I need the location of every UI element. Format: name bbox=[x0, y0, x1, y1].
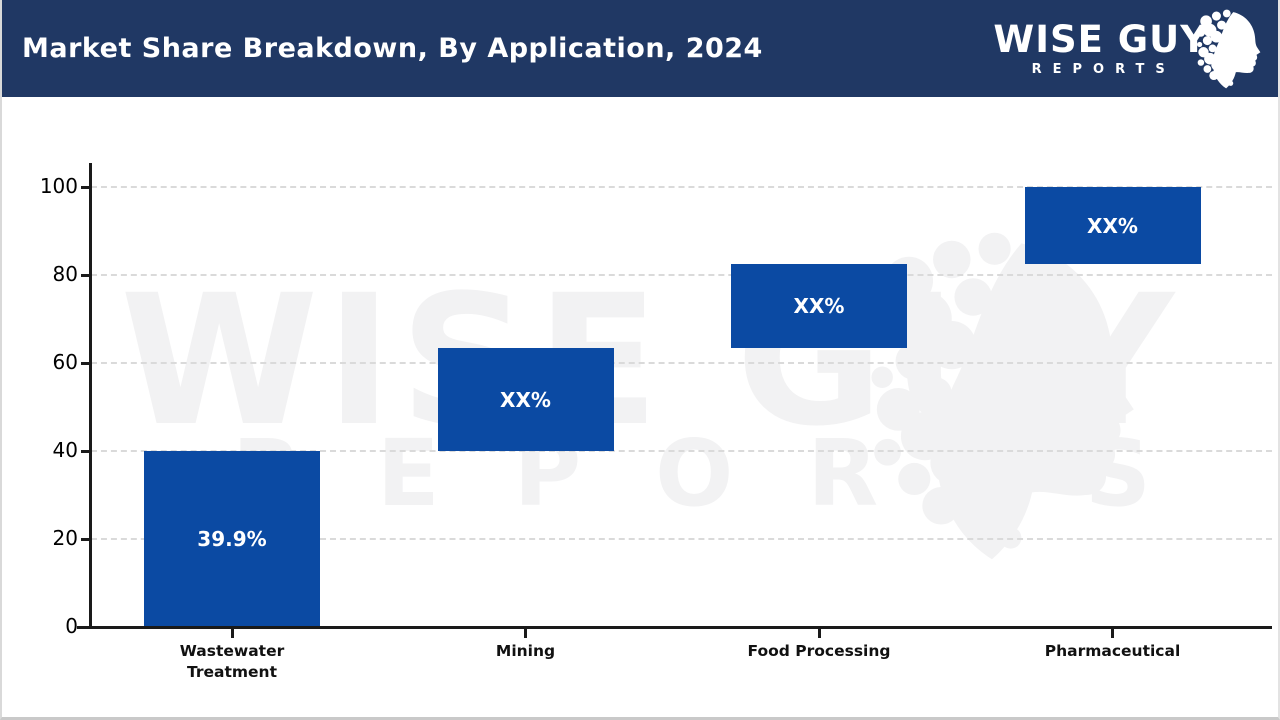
bar-value-label: XX% bbox=[1087, 213, 1138, 238]
x-axis-line bbox=[77, 626, 1272, 629]
grid-line bbox=[91, 538, 1272, 540]
y-axis-tick bbox=[81, 274, 90, 277]
x-axis-tick bbox=[817, 629, 821, 638]
brand-logo: WISE GUY REPORTS bbox=[993, 7, 1266, 91]
bar-value-label: XX% bbox=[500, 387, 551, 412]
brand-subtitle: REPORTS bbox=[1031, 61, 1176, 77]
y-tick-label: 40 bbox=[52, 438, 78, 462]
page-title: Market Share Breakdown, By Application, … bbox=[22, 33, 763, 64]
grid-line bbox=[91, 186, 1272, 188]
x-axis-tick bbox=[524, 629, 527, 638]
brand-text: WISE GUY REPORTS bbox=[993, 21, 1208, 77]
y-axis-tick bbox=[81, 626, 90, 629]
y-tick-label: 20 bbox=[52, 526, 78, 550]
y-tick-label: 100 bbox=[39, 174, 78, 198]
bar-value-label: 39.9% bbox=[197, 527, 267, 552]
y-axis-tick bbox=[81, 450, 90, 453]
x-tick-label: Pharmaceutical bbox=[1044, 642, 1181, 660]
grid-line bbox=[91, 274, 1272, 276]
y-tick-label: 0 bbox=[65, 614, 78, 638]
bar-segment: XX% bbox=[731, 264, 907, 349]
bar-segment: XX% bbox=[437, 348, 614, 452]
y-tick-label: 80 bbox=[52, 262, 78, 286]
grid-line bbox=[91, 450, 1272, 452]
bar-value-label: XX% bbox=[793, 294, 845, 319]
x-axis-tick bbox=[1111, 629, 1114, 638]
x-tick-label: Food Processing bbox=[747, 642, 891, 660]
y-tick-label: 60 bbox=[52, 350, 78, 374]
y-axis-line bbox=[89, 163, 92, 628]
header-bar: Market Share Breakdown, By Application, … bbox=[2, 0, 1278, 97]
x-tick-label: Wastewater Treatment bbox=[179, 642, 285, 681]
bar-segment: 39.9% bbox=[144, 451, 320, 627]
brand-name: WISE GUY bbox=[993, 17, 1208, 61]
y-axis-tick bbox=[81, 362, 90, 365]
x-axis-tick bbox=[230, 629, 234, 638]
y-axis-tick bbox=[81, 538, 90, 541]
bar-segment: XX% bbox=[1024, 187, 1201, 264]
x-tick-label: Mining bbox=[495, 642, 556, 660]
grid-line bbox=[91, 362, 1272, 364]
y-axis-tick bbox=[81, 186, 90, 189]
